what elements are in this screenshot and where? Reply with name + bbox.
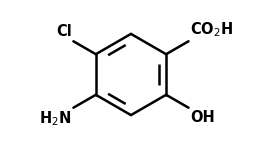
Text: Cl: Cl: [56, 24, 72, 39]
Text: CO$_2$H: CO$_2$H: [190, 21, 233, 39]
Text: H$_2$N: H$_2$N: [39, 110, 72, 128]
Text: OH: OH: [190, 110, 215, 125]
